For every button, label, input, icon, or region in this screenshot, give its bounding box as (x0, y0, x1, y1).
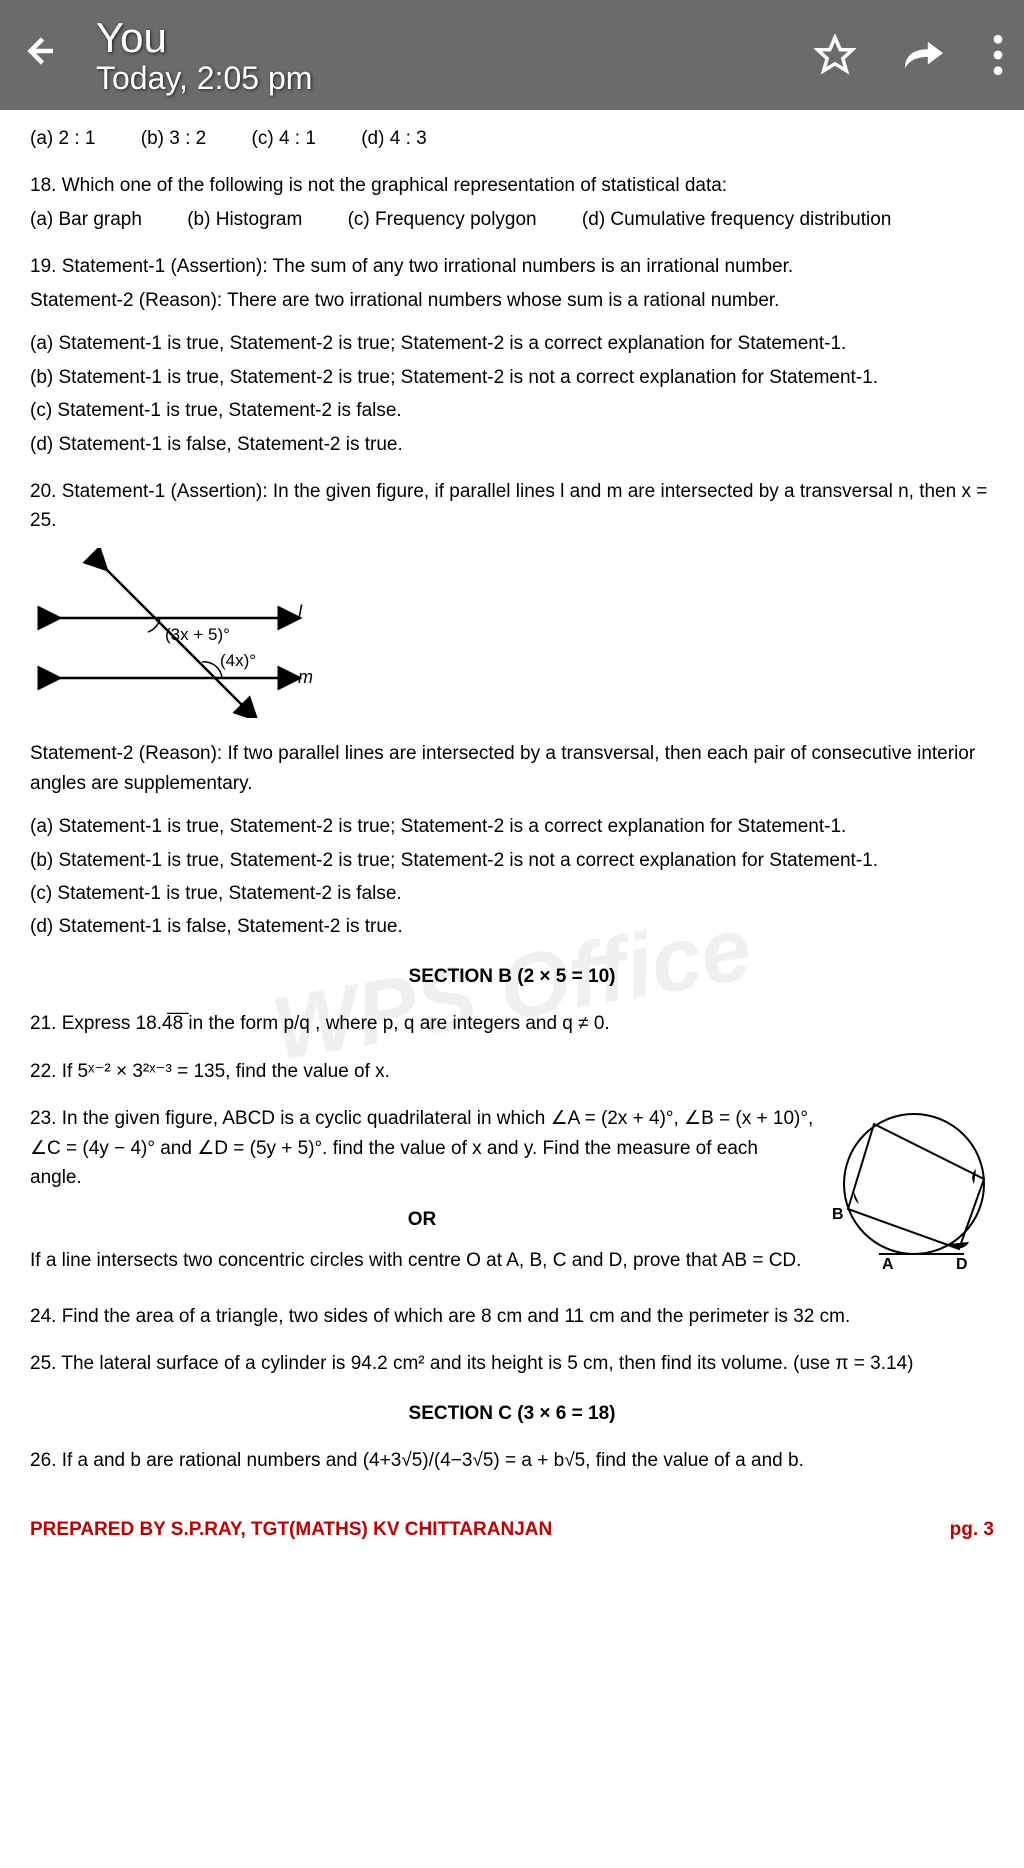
q18-b: (b) Histogram (187, 209, 302, 230)
q26: 26. If a and b are rational numbers and … (30, 1446, 994, 1475)
q17-c: (c) 4 : 1 (252, 128, 316, 149)
q18-c: (c) Frequency polygon (348, 209, 537, 230)
q19-d: (d) Statement-1 is false, Statement-2 is… (30, 430, 994, 459)
section-c-header: SECTION C (3 × 6 = 18) (30, 1399, 994, 1428)
q20: 20. Statement-1 (Assertion): In the give… (30, 477, 994, 942)
q18-d: (d) Cumulative frequency distribution (582, 209, 891, 230)
q19-s2: Statement-2 (Reason): There are two irra… (30, 286, 994, 315)
q17-a: (a) 2 : 1 (30, 128, 95, 149)
vertex-a: A (882, 1256, 894, 1273)
title-timestamp: Today, 2:05 pm (96, 60, 312, 97)
q20-d: (d) Statement-1 is false, Statement-2 is… (30, 912, 994, 941)
q20-s2: Statement-2 (Reason): If two parallel li… (30, 739, 994, 798)
q20-a: (a) Statement-1 is true, Statement-2 is … (30, 812, 994, 841)
q18: 18. Which one of the following is not th… (30, 171, 994, 234)
q18-a: (a) Bar graph (30, 209, 142, 230)
angle1-label: (3x + 5)° (165, 625, 230, 644)
q23-figure: B A D (824, 1104, 994, 1283)
q21: 21. Express 18.4̅8̅ in the form p/q , wh… (30, 1009, 994, 1038)
q22: 22. If 5ˣ⁻² × 3²ˣ⁻³ = 135, find the valu… (30, 1057, 994, 1086)
back-icon[interactable] (20, 31, 56, 79)
q19: 19. Statement-1 (Assertion): The sum of … (30, 252, 994, 459)
q20-s1: 20. Statement-1 (Assertion): In the give… (30, 477, 994, 536)
title-you: You (96, 14, 312, 62)
q18-text: 18. Which one of the following is not th… (30, 171, 994, 200)
page-number: pg. 3 (950, 1515, 994, 1544)
footer: PREPARED BY S.P.RAY, TGT(MATHS) KV CHITT… (30, 1515, 994, 1544)
star-icon[interactable] (814, 34, 856, 76)
q20-b: (b) Statement-1 is true, Statement-2 is … (30, 846, 994, 875)
section-b-header: SECTION B (2 × 5 = 10) (30, 962, 994, 991)
q20-c: (c) Statement-1 is true, Statement-2 is … (30, 879, 994, 908)
q19-s1: 19. Statement-1 (Assertion): The sum of … (30, 252, 994, 281)
q17-b: (b) 3 : 2 (141, 128, 206, 149)
q25: 25. The lateral surface of a cylinder is… (30, 1349, 994, 1378)
q19-b: (b) Statement-1 is true, Statement-2 is … (30, 363, 994, 392)
share-icon[interactable] (901, 36, 947, 74)
prepared-by: PREPARED BY S.P.RAY, TGT(MATHS) KV CHITT… (30, 1515, 552, 1544)
line-m-label: m (298, 667, 313, 687)
q19-c: (c) Statement-1 is true, Statement-2 is … (30, 396, 994, 425)
q24: 24. Find the area of a triangle, two sid… (30, 1302, 994, 1331)
more-icon[interactable] (992, 34, 1004, 76)
line-l-label: l (298, 602, 303, 622)
q17-d: (d) 4 : 3 (361, 128, 426, 149)
vertex-d: D (956, 1256, 968, 1273)
app-toolbar: You Today, 2:05 pm 17. The ratio of tota… (0, 0, 1024, 110)
q20-diagram: (3x + 5)° (4x)° l m (30, 548, 994, 727)
q17-options: (a) 2 : 1 (b) 3 : 2 (c) 4 : 1 (d) 4 : 3 (30, 124, 994, 153)
q19-a: (a) Statement-1 is true, Statement-2 is … (30, 329, 994, 358)
q23: B A D 23. In the given figure, ABCD is a… (30, 1104, 994, 1283)
vertex-b: B (832, 1206, 844, 1223)
document-content: WPS Office (a) 2 : 1 (b) 3 : 2 (c) 4 : 1… (0, 110, 1024, 1585)
angle2-label: (4x)° (220, 651, 256, 670)
title-block: You Today, 2:05 pm (96, 14, 312, 97)
